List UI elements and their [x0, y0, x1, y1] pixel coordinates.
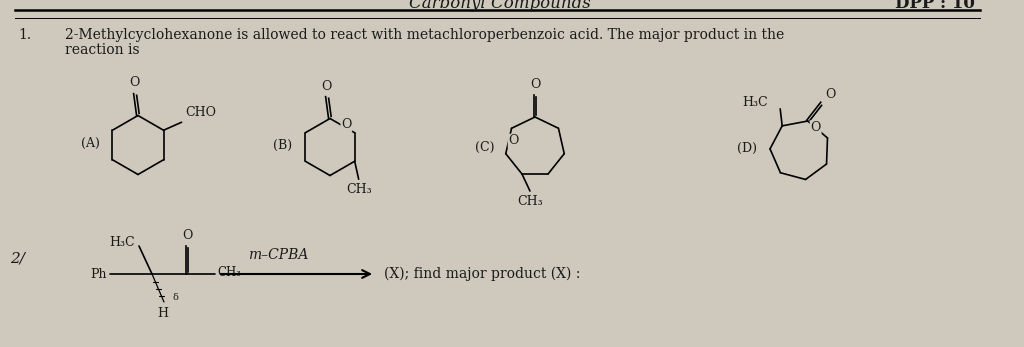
Text: O: O — [824, 88, 836, 101]
Text: O: O — [182, 229, 193, 242]
Text: O: O — [129, 76, 139, 90]
Text: Ph: Ph — [90, 268, 106, 280]
Text: m–CPBA: m–CPBA — [248, 248, 308, 262]
Text: O: O — [810, 121, 821, 134]
Text: DPP : 10: DPP : 10 — [895, 0, 975, 12]
Text: CHO: CHO — [185, 106, 216, 119]
Text: O: O — [509, 135, 519, 147]
Text: H: H — [158, 307, 169, 320]
Text: 2/: 2/ — [10, 252, 25, 266]
Text: H₃C: H₃C — [110, 236, 135, 248]
Text: 1.: 1. — [18, 28, 31, 42]
Text: CH₃: CH₃ — [346, 183, 372, 196]
Text: (C): (C) — [475, 141, 495, 153]
Text: CH₃: CH₃ — [517, 195, 543, 208]
Text: CH₃: CH₃ — [217, 266, 241, 279]
Text: O: O — [341, 118, 351, 131]
Text: O: O — [529, 78, 541, 91]
Text: Carbonyl Compounds: Carbonyl Compounds — [410, 0, 591, 12]
Text: 2-Methylcyclohexanone is allowed to react with metachloroperbenzoic acid. The ma: 2-Methylcyclohexanone is allowed to reac… — [65, 28, 784, 42]
Text: δ: δ — [172, 294, 178, 303]
Text: H₃C: H₃C — [742, 96, 768, 109]
Text: O: O — [321, 79, 331, 93]
Text: (A): (A) — [81, 136, 99, 150]
Text: (D): (D) — [737, 142, 757, 154]
Text: (X); find major product (X) :: (X); find major product (X) : — [384, 267, 581, 281]
Text: reaction is: reaction is — [65, 43, 139, 57]
Text: (B): (B) — [273, 138, 293, 152]
